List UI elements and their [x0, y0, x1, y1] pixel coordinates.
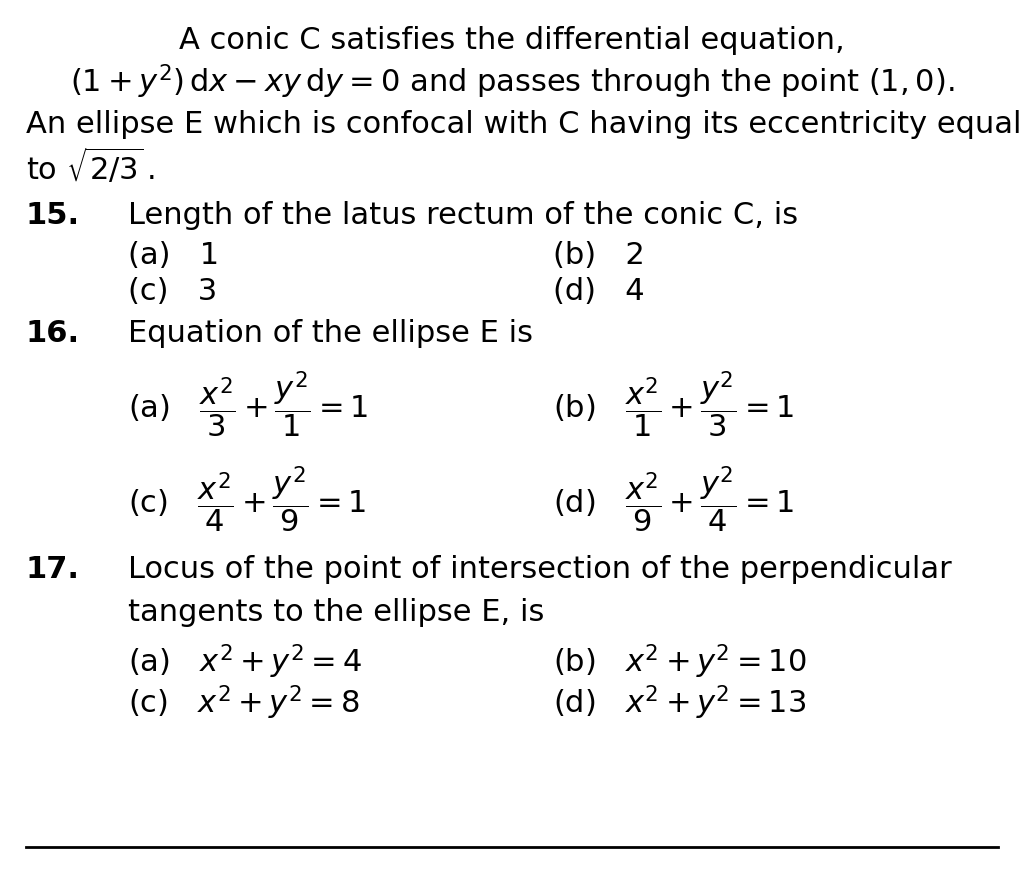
Text: $(1 + y^2)\,\mathrm{d}x - xy\,\mathrm{d}y = 0$ and passes through the point $(1,: $(1 + y^2)\,\mathrm{d}x - xy\,\mathrm{d}… — [70, 62, 954, 101]
Text: (c)   3: (c) 3 — [128, 277, 217, 305]
Text: tangents to the ellipse E, is: tangents to the ellipse E, is — [128, 598, 545, 627]
Text: (a)   $\dfrac{x^2}{3}+\dfrac{y^2}{1}=1$: (a) $\dfrac{x^2}{3}+\dfrac{y^2}{1}=1$ — [128, 370, 369, 440]
Text: (a)   $x^2+y^2=4$: (a) $x^2+y^2=4$ — [128, 642, 361, 681]
Text: 15.: 15. — [26, 201, 80, 230]
Text: Length of the latus rectum of the conic C, is: Length of the latus rectum of the conic … — [128, 201, 798, 230]
Text: Equation of the ellipse E is: Equation of the ellipse E is — [128, 320, 534, 348]
Text: An ellipse E which is confocal with C having its eccentricity equal: An ellipse E which is confocal with C ha… — [26, 110, 1021, 139]
Text: (b)   2: (b) 2 — [553, 241, 645, 270]
Text: (a)   1: (a) 1 — [128, 241, 219, 270]
Text: (d)   4: (d) 4 — [553, 277, 644, 305]
Text: A conic C satisfies the differential equation,: A conic C satisfies the differential equ… — [179, 26, 845, 54]
Text: (d)   $\dfrac{x^2}{9}+\dfrac{y^2}{4}=1$: (d) $\dfrac{x^2}{9}+\dfrac{y^2}{4}=1$ — [553, 465, 794, 535]
Text: (c)   $x^2+y^2=8$: (c) $x^2+y^2=8$ — [128, 684, 359, 723]
Text: (b)   $\dfrac{x^2}{1}+\dfrac{y^2}{3}=1$: (b) $\dfrac{x^2}{1}+\dfrac{y^2}{3}=1$ — [553, 370, 794, 440]
Text: to $\sqrt{2/3}\,.$: to $\sqrt{2/3}\,.$ — [26, 147, 155, 186]
Text: 17.: 17. — [26, 555, 80, 584]
Text: (c)   $\dfrac{x^2}{4}+\dfrac{y^2}{9}=1$: (c) $\dfrac{x^2}{4}+\dfrac{y^2}{9}=1$ — [128, 465, 367, 535]
Text: (d)   $x^2+y^2=13$: (d) $x^2+y^2=13$ — [553, 684, 806, 723]
Text: 16.: 16. — [26, 320, 80, 348]
Text: Locus of the point of intersection of the perpendicular: Locus of the point of intersection of th… — [128, 555, 951, 584]
Text: (b)   $x^2+y^2=10$: (b) $x^2+y^2=10$ — [553, 642, 807, 681]
